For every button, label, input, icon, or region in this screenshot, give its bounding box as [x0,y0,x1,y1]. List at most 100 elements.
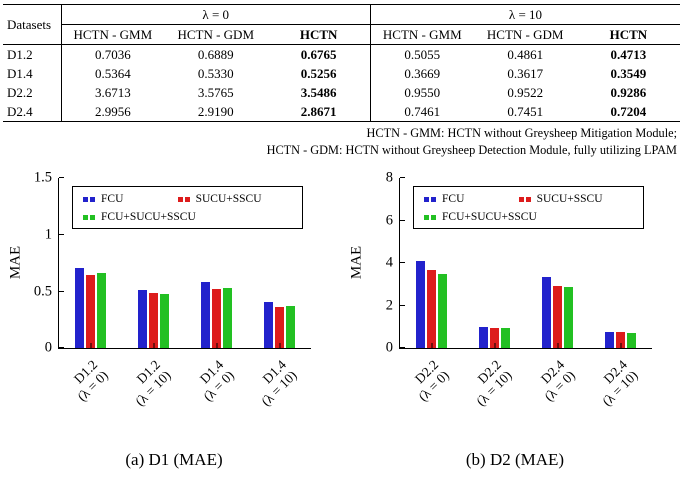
bar-group [605,178,636,349]
bar-sucu-sscu [212,289,221,349]
table-col-header: HCTN - GMM [369,24,474,45]
table-row: D1.2 0.7036 0.6889 0.6765 0.5055 0.4861 0.4713 [3,44,680,64]
value-cell: 3.5765 [197,84,234,100]
y-tick-mark [400,262,405,264]
legend-marker-fcu [83,196,95,202]
table-header-row-2: HCTN - GMM HCTN - GDM HCTN HCTN - GMM HCTN -… [3,24,680,45]
table-col-header: HCTN - GDM [164,24,268,45]
bar-group [542,178,573,349]
y-tick-mark [59,347,64,349]
value-cell: 2.8671 [300,103,337,119]
y-tick-mark [400,304,405,306]
y-tick-label: 0.5 [33,283,52,300]
bar-fcu-sucu-sscu [286,306,295,349]
legend-square [83,196,88,202]
results-table-wrap: Datasets λ = 0 λ = 10 HCTN - GMM HCTN - G… [0,0,683,158]
value-cell: 0.7204 [610,103,647,119]
bar-fcu [201,282,210,349]
value-cell: 0.5330 [197,65,234,81]
x-tick-mark [216,343,217,349]
bar-fcu [138,290,147,349]
chart-caption: (b) D2 (MAE) [465,450,565,470]
legend-label: FCU+SUCU+SSCU [101,211,196,224]
value-cell: 0.4861 [507,46,544,62]
legend: FCU SUCU+SSCU FCU+SUCU+SSCU [72,186,303,230]
y-tick-label: 6 [385,212,393,229]
x-tick-mark [494,343,495,349]
legend-label: SUCU+SSCU [536,193,603,206]
legend-square [525,196,531,202]
bar-fcu [75,267,84,349]
bar-group [75,178,106,349]
dataset-cell: D2.4 [3,102,62,122]
legend-label: FCU+SUCU+SSCU [442,211,537,224]
table-row: D1.4 0.5364 0.5330 0.5256 0.3669 0.3617 0.3549 [3,64,680,83]
table-group-header-lambda0: λ = 0 [61,4,371,25]
table-note: HCTN - GMM: HCTN without Greysheep Mitig… [3,125,680,158]
table-group-header-lambda10: λ = 10 [369,4,680,25]
y-tick-mark [400,177,405,179]
bar-sucu-sscu [616,332,625,349]
legend-square [83,214,88,220]
y-tick-mark [59,233,64,235]
y-tick-label: 0 [44,339,52,356]
x-axis-labels: D2.2 (λ = 0) D2.2 (λ = 10) D2.4 (λ = 0) D2.4 (λ… [399,354,651,444]
bar-fcu-sucu-sscu [97,273,106,349]
x-tick-label: D1.4 (λ = 10) [248,357,300,409]
legend-entry: FCU+SUCU+SSCU [424,211,639,223]
value-cell: 0.9550 [369,83,474,102]
y-tick-mark [400,347,405,349]
paper-figure: Datasets λ = 0 λ = 10 HCTN - GMM HCTN - G… [0,0,683,482]
bar-sucu-sscu [86,274,95,349]
bar-fcu-sucu-sscu [223,288,232,349]
x-tick-label: D1.2 (λ = 0) [64,357,111,404]
value-cell: 0.9286 [610,84,647,100]
bar-groups [59,178,311,349]
x-tick-label: D2.4 (λ = 10) [589,357,641,409]
chart-caption: (a) D1 (MAE) [125,450,223,470]
bar-group [201,178,232,349]
legend-entry: FCU [424,193,519,205]
y-tick-label: 2 [385,297,393,314]
legend-marker-fcu-sucu-sscu [83,214,95,220]
bar-fcu-sucu-sscu [438,273,447,349]
legend-square [424,214,429,220]
table-corner-header: Datasets [3,4,62,45]
y-tick-label: 4 [385,254,393,271]
x-tick-mark [557,343,558,349]
legend-marker-fcu-sucu-sscu [424,214,436,220]
legend-marker-fcu [424,196,436,202]
x-tick-label: D1.2 (λ = 10) [122,357,174,409]
x-tick-label: D2.4 (λ = 0) [531,357,578,404]
value-cell: 0.6889 [197,46,234,62]
legend-square [424,196,429,202]
y-axis-label: MAE [7,246,24,280]
y-tick-label: 8 [385,169,393,186]
value-cell: 0.3549 [610,65,647,81]
legend-square [518,196,524,202]
value-cell: 0.9522 [507,84,544,100]
bar-fcu [479,326,488,349]
bar-group [264,178,295,349]
legend-square [90,196,95,202]
table-note-line1: HCTN - GMM: HCTN without Greysheep Mitig… [366,126,677,140]
plot-area: 0 0.5 1 1.5 FCU SUCU+SSCU FCU+SUCU+SSCU [34,170,311,356]
bar-groups [400,178,652,349]
value-cell: 0.4713 [610,46,647,62]
y-axis-label: MAE [348,246,365,280]
bar-fcu-sucu-sscu [160,293,169,349]
y-tick-label: 0 [385,339,393,356]
legend-entry: SUCU+SSCU [177,193,298,205]
value-cell: 0.7451 [507,103,544,119]
x-tick-mark [431,343,432,349]
value-cell: 0.5256 [300,65,337,81]
x-tick-mark [90,343,91,349]
bar-fcu-sucu-sscu [501,328,510,349]
x-tick-mark [279,343,280,349]
x-tick-mark [620,343,621,349]
x-tick-label: D2.2 (λ = 10) [463,357,515,409]
chart-d1-mae: MAE 0 0.5 1 1.5 FCU SUCU+SSCU FCU+SUCU+SSCU D1.2… [0,170,341,482]
table-col-header: HCTN [267,24,371,45]
table-header-row-1: Datasets λ = 0 λ = 10 [3,4,680,45]
legend-label: FCU [101,193,124,206]
